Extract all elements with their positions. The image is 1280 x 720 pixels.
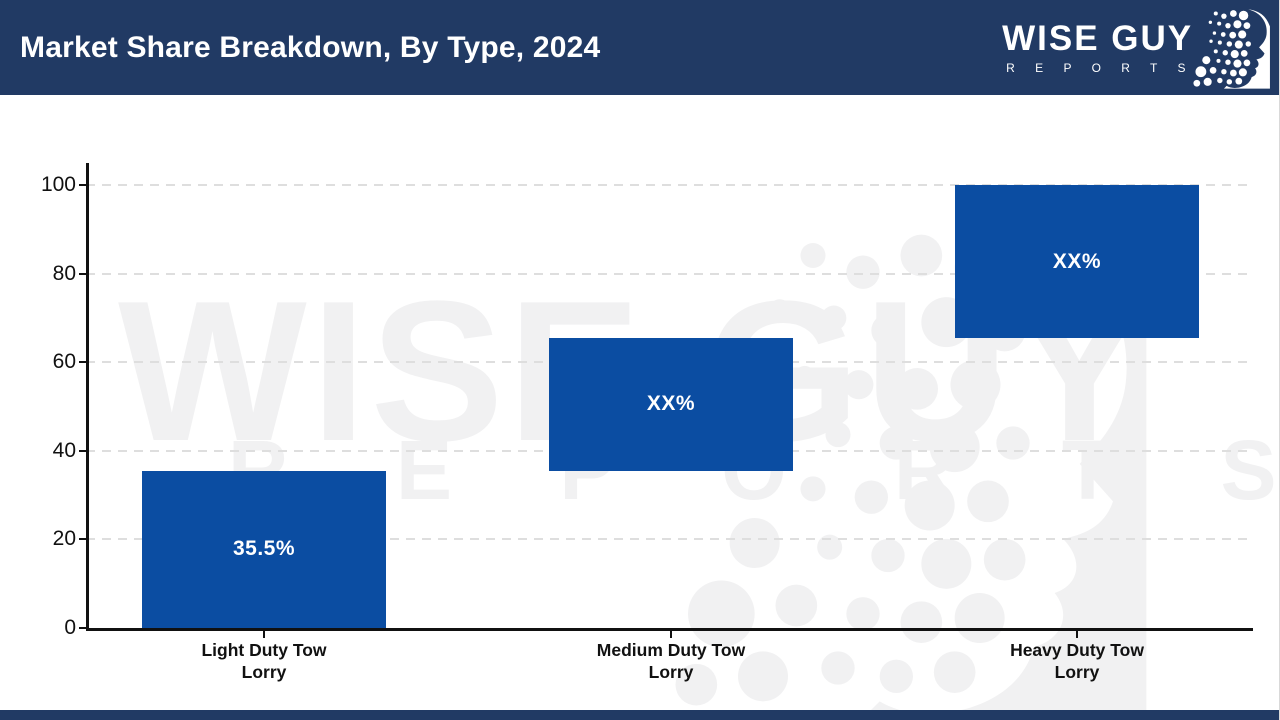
logo-wordmark: WISE GUY [1002,18,1194,58]
y-tick-label-60: 60 [52,350,76,374]
x-tick-mark-1 [263,631,265,638]
x-axis-line [86,628,1253,631]
x-category-line: Lorry [1054,661,1100,682]
y-tick-mark-80 [79,272,86,275]
x-category-label-1: Light Duty Tow Lorry [134,640,394,683]
y-axis-line [86,163,89,628]
logo-text: WISE GUY R E P O R T S [1002,21,1194,75]
bar-value-label-2: XX% [646,392,696,416]
x-category-label-3: Heavy Duty Tow Lorry [947,640,1207,683]
y-tick-mark-40 [79,449,86,452]
x-category-line: Light Duty Tow [201,640,327,660]
x-category-line: Heavy Duty Tow [1010,640,1144,660]
y-tick-mark-0 [79,627,86,629]
x-category-line: Lorry [241,661,287,682]
x-tick-mark-2 [670,631,672,638]
y-tick-label-40: 40 [52,438,76,462]
bar-1: 35.5% [142,470,386,628]
x-category-line: Lorry [648,661,694,682]
x-tick-mark-3 [1076,631,1078,638]
bar-value-label-1: 35.5% [232,537,296,561]
header: Market Share Breakdown, By Type, 2024 WI… [0,0,1279,95]
y-tick-label-80: 80 [52,261,76,285]
wiseguy-face-icon [1193,8,1270,89]
y-tick-label-0: 0 [64,616,76,639]
gridline-20 [86,538,1253,541]
x-category-label-2: Medium Duty Tow Lorry [541,640,801,683]
bar-2: XX% [549,338,793,471]
y-tick-label-20: 20 [52,527,76,551]
logo-reports-label: R E P O R T S [1006,60,1194,75]
x-category-line: Medium Duty Tow [596,640,746,660]
y-tick-mark-100 [79,184,86,187]
gridline-100 [86,184,1253,187]
wiseguy-logo: WISE GUY R E P O R T S [1002,7,1274,89]
y-tick-mark-60 [79,361,86,364]
gridline-80 [86,272,1253,275]
y-tick-mark-20 [79,538,86,541]
chart-title: Market Share Breakdown, By Type, 2024 [20,30,601,64]
bar-value-label-3: XX% [1052,249,1102,273]
y-tick-label-100: 100 [40,173,76,197]
bar-3: XX% [955,185,1199,339]
footer-bar [0,710,1279,720]
